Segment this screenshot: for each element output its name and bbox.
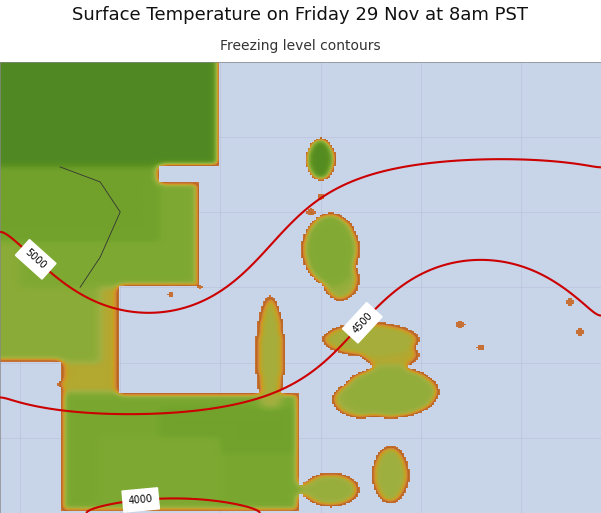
Text: Surface Temperature on Friday 29 Nov at 8am PST: Surface Temperature on Friday 29 Nov at … bbox=[73, 6, 528, 25]
Text: 4000: 4000 bbox=[128, 494, 153, 506]
Text: 5000: 5000 bbox=[23, 247, 48, 271]
Text: 4500: 4500 bbox=[350, 310, 374, 335]
Text: Freezing level contours: Freezing level contours bbox=[220, 39, 381, 53]
